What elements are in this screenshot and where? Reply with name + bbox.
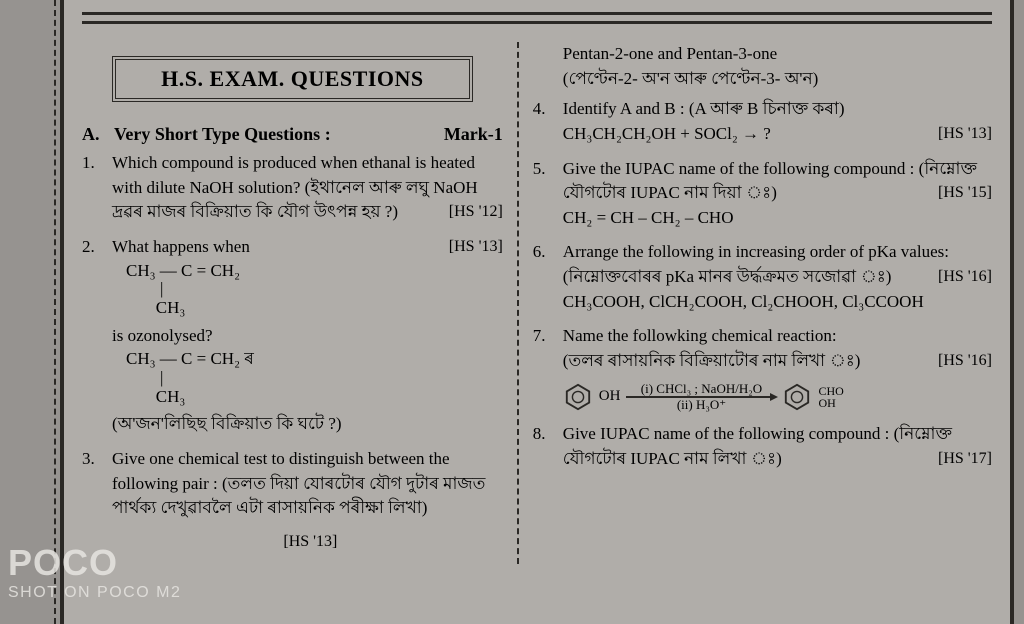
reaction-right-sub-bot: OH [818,397,843,409]
question-body: What happens when [HS '13] CH₃ — C = CH₂… [112,235,503,437]
question-formula: CH₃COOH, ClCH₂COOH, Cl₂CHOOH, Cl₃CCOOH [563,292,924,311]
question-text-en: Name the followking chemical reaction: [563,326,837,345]
question-ref: [HS '15] [938,181,992,204]
question-ref: [HS '16] [938,349,992,372]
left-margin-dash [54,0,56,624]
question-item: 5. Give the IUPAC name of the following … [533,157,992,231]
columns: H.S. EXAM. QUESTIONS A. Very Short Type … [82,42,992,564]
question-text-as: (নিম্নোক্তবোৰৰ pKa মানৰ উৰ্দ্ধক্ৰমত সজোৱ… [563,267,892,286]
question-number: 1. [82,151,112,225]
question-formula: CH₂ = CH – CH₂ – CHO [563,208,734,227]
question-number: 6. [533,240,563,314]
reaction-arrow: (i) CHCl₃ ; NaOH/H₂O (ii) H₃O⁺ [626,382,776,413]
question-body: Give the IUPAC name of the following com… [563,157,992,231]
left-column: H.S. EXAM. QUESTIONS A. Very Short Type … [82,42,519,564]
question-ref: [HS '16] [938,265,992,288]
camera-watermark: POCO SHOT ON POCO M2 [8,542,181,602]
right-pretext-en: Pentan-2-one and Pentan-3-one [563,42,992,67]
header-title: H.S. EXAM. QUESTIONS [161,66,423,91]
reaction-scheme: OH (i) CHCl₃ ; NaOH/H₂O (ii) H₃O⁺ [563,382,992,413]
section-letter: A. [82,124,114,145]
question-mid-en: is ozonolysed? [112,326,213,345]
sheet: H.S. EXAM. QUESTIONS A. Very Short Type … [60,0,1014,624]
question-text-en: Arrange the following in increasing orde… [563,242,949,261]
question-ref: [HS '12] [449,200,503,223]
question-item: 6. Arrange the following in increasing o… [533,240,992,314]
reaction-left-sub: OH [599,386,621,408]
question-item: 3. Give one chemical test to distinguish… [82,447,503,554]
question-item: 4. Identify A and B : (A আৰু B চিনাক্ত ক… [533,97,992,146]
question-body: Name the followking chemical reaction: (… [563,324,992,412]
top-rule [82,12,992,24]
question-body: Give one chemical test to distinguish be… [112,447,503,554]
question-text-en: What happens when [112,237,250,256]
question-number: 7. [533,324,563,412]
question-body: Arrange the following in increasing orde… [563,240,992,314]
question-formula: CH₃CH₂CH₂OH + SOCl₂ → ? [563,124,771,143]
watermark-sub: SHOT ON POCO M2 [8,584,181,602]
question-item: 2. What happens when [HS '13] CH₃ — C = … [82,235,503,437]
section-title: Very Short Type Questions : [114,124,444,145]
question-item: 1. Which compound is produced when ethan… [82,151,503,225]
question-number: 5. [533,157,563,231]
question-text-as: (A আৰু B চিনাক্ত কৰা) [689,99,845,118]
benzene-ring-icon [563,383,593,411]
reagent-bottom: (ii) H₃O⁺ [677,398,726,412]
question-ref: [HS '13] [938,122,992,145]
question-text-as: (অ'জন'লিছিছ বিক্ৰিয়াত কি ঘটে ?) [112,412,503,437]
section-line: A. Very Short Type Questions : Mark-1 [82,124,503,145]
question-number: 2. [82,235,112,437]
benzene-ring-icon [782,383,812,411]
question-text-en: Give IUPAC name of the following compoun… [563,424,890,443]
right-column: Pentan-2-one and Pentan-3-one (পেণ্টেন-2… [519,42,992,564]
question-number: 3. [82,447,112,554]
question-item: 7. Name the followking chemical reaction… [533,324,992,412]
right-pretext-as: (পেণ্টেন-2- অ'ন আৰু পেণ্টেন-3- অ'ন) [563,67,992,92]
right-question-list: 4. Identify A and B : (A আৰু B চিনাক্ত ক… [533,97,992,471]
question-text-en: Identify A and B : [563,99,685,118]
question-body: Give IUPAC name of the following compoun… [563,422,992,471]
header-box: H.S. EXAM. QUESTIONS [112,56,473,102]
structure-formula: CH₃ — C = CH₂ ৰ | CH₃ [126,350,503,406]
question-text-as: (তলৰ ৰাসায়নিক বিক্ৰিয়াটোৰ নাম লিখা ঃ) [563,351,861,370]
section-mark: Mark-1 [444,124,503,145]
question-ref: [HS '13] [449,235,503,258]
question-number: 4. [533,97,563,146]
question-number: 8. [533,422,563,471]
question-item: 8. Give IUPAC name of the following comp… [533,422,992,471]
question-body: Which compound is produced when ethanal … [112,151,503,225]
reagent-top: (i) CHCl₃ ; NaOH/H₂O [641,382,762,396]
question-ref: [HS '13] [283,533,337,550]
structure-formula: CH₃ — C = CH₂ | CH₃ [126,262,503,318]
left-question-list: 1. Which compound is produced when ethan… [82,151,503,554]
page-root: H.S. EXAM. QUESTIONS A. Very Short Type … [0,0,1024,624]
watermark-brand: POCO [8,542,181,584]
question-body: Identify A and B : (A আৰু B চিনাক্ত কৰা)… [563,97,992,146]
question-text-en: Give the IUPAC name of the following com… [563,159,915,178]
question-ref: [HS '17] [938,447,992,470]
